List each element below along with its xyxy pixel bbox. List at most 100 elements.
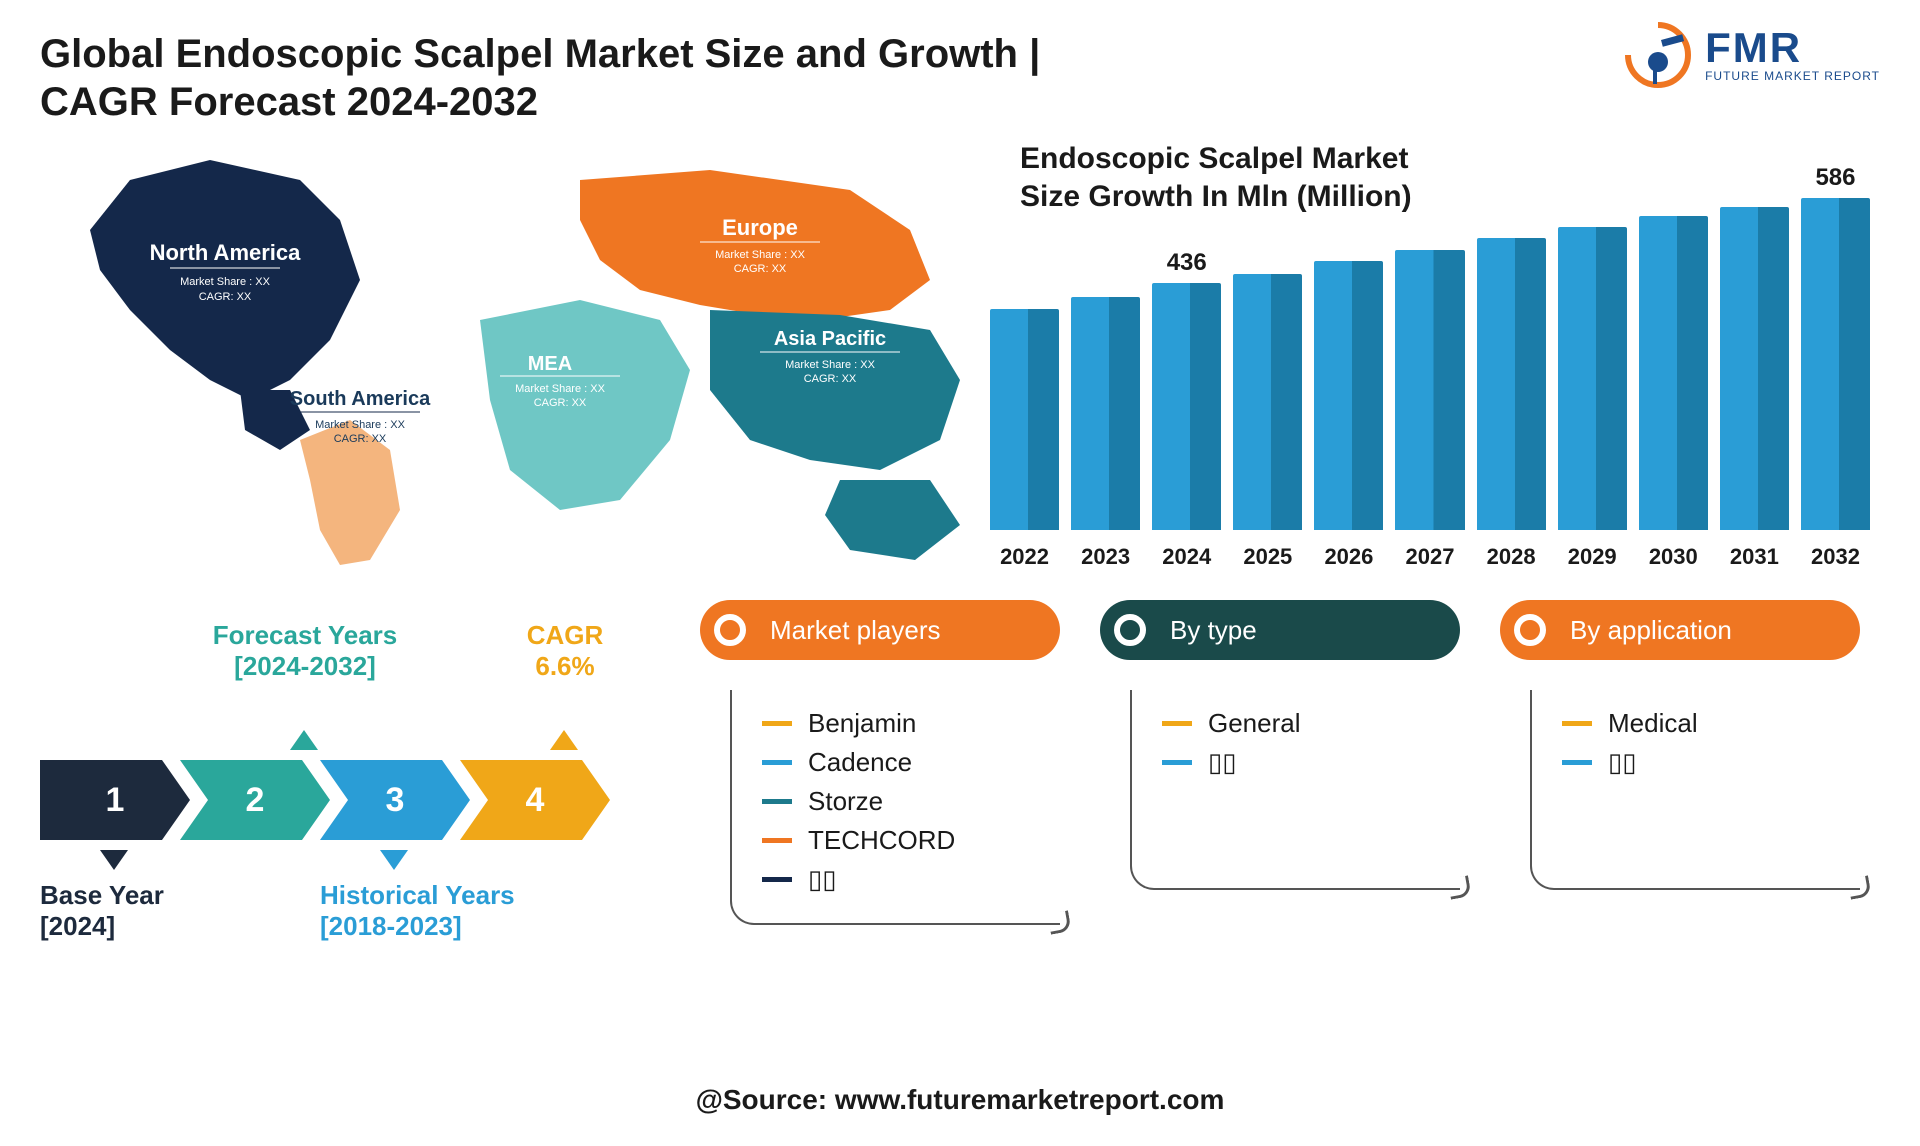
tl-cagr-label: CAGR 6.6%	[495, 620, 635, 682]
bar-2025	[1233, 274, 1302, 530]
bar-2026	[1314, 261, 1383, 530]
region-asia-pacific: Asia Pacific Market Share : XX CAGR: XX	[710, 310, 960, 560]
cat-item-text: ▯▯	[808, 864, 837, 895]
bar-2028	[1477, 238, 1546, 530]
dash-icon	[1562, 721, 1592, 726]
x-label-2022: 2022	[990, 544, 1059, 570]
bar-rect	[990, 309, 1059, 530]
tl-cagr-text: CAGR 6.6%	[527, 620, 604, 681]
cat-item-text: Cadence	[808, 747, 912, 778]
dash-icon	[762, 721, 792, 726]
bar-2030	[1639, 216, 1708, 531]
chart-bars: 436 586	[980, 170, 1880, 530]
bar-2031	[1720, 207, 1789, 530]
x-label-2025: 2025	[1233, 544, 1302, 570]
mea-share: Market Share : XX	[515, 383, 606, 395]
title-text: Global Endoscopic Scalpel Market Size an…	[40, 30, 1140, 126]
cat-players: Market players Benjamin Cadence Storze TECH…	[700, 600, 1060, 925]
mea-name: MEA	[528, 353, 572, 375]
cat-item-text: Medical	[1608, 708, 1698, 739]
tl-hist-arrow-icon	[380, 850, 408, 870]
x-label-2024: 2024	[1152, 544, 1221, 570]
tl-hist-text: Historical Years [2018-2023]	[320, 880, 515, 941]
cat-application: By application Medical ▯▯	[1500, 600, 1860, 890]
bar-chart: Endoscopic Scalpel Market Size Growth In…	[980, 140, 1880, 570]
world-map: North America Market Share : XX CAGR: XX…	[60, 140, 980, 570]
x-label-2032: 2032	[1801, 544, 1870, 570]
cat-item-text: TECHCORD	[808, 825, 955, 856]
na-name: North America	[150, 240, 302, 265]
telescope-icon	[1623, 20, 1693, 90]
chev-1: 1	[40, 760, 190, 840]
cat-item-text: Storze	[808, 786, 883, 817]
bar-2024: 436	[1152, 283, 1221, 530]
timeline: Forecast Years [2024-2032] CAGR 6.6% 1 2…	[40, 620, 660, 980]
pill-type: By type	[1100, 600, 1460, 660]
bar-rect	[1233, 274, 1302, 530]
bar-rect	[1558, 227, 1627, 530]
chevron-row: 1 2 3 4	[40, 760, 640, 840]
region-south-america: South America Market Share : XX CAGR: XX	[290, 388, 431, 565]
bar-value-label: 436	[1167, 249, 1207, 277]
fmr-logo: FMR FUTURE MARKET REPORT	[1623, 20, 1880, 90]
x-label-2026: 2026	[1314, 544, 1383, 570]
cat-item: ▯▯	[1562, 747, 1860, 778]
na-cagr: CAGR: XX	[199, 291, 252, 303]
eu-share: Market Share : XX	[715, 249, 806, 261]
pill-players: Market players	[700, 600, 1060, 660]
bar-rect	[1071, 297, 1140, 530]
dash-icon	[1562, 760, 1592, 765]
ap-name: Asia Pacific	[774, 328, 886, 350]
logo-fmr: FMR	[1705, 27, 1880, 69]
na-share: Market Share : XX	[180, 276, 271, 288]
cat-item-text: ▯▯	[1608, 747, 1637, 778]
cat-item-text: General	[1208, 708, 1301, 739]
list-players: Benjamin Cadence Storze TECHCORD ▯▯	[730, 690, 1060, 925]
tl-forecast-arrow-icon	[290, 730, 318, 750]
cat-item: General	[1162, 708, 1460, 739]
bar-2022	[990, 309, 1059, 530]
chev-2: 2	[180, 760, 330, 840]
x-label-2031: 2031	[1720, 544, 1789, 570]
bar-2023	[1071, 297, 1140, 530]
cat-item: Medical	[1562, 708, 1860, 739]
eu-name: Europe	[722, 215, 798, 240]
ap-share: Market Share : XX	[785, 359, 876, 371]
pill-application: By application	[1500, 600, 1860, 660]
bar-2027	[1395, 250, 1464, 531]
dash-icon	[1162, 721, 1192, 726]
bar-rect	[1477, 238, 1546, 530]
bar-rect	[1314, 261, 1383, 530]
bar-value-label: 586	[1815, 164, 1855, 192]
bar-rect	[1639, 216, 1708, 531]
dash-icon	[762, 760, 792, 765]
cat-item-text: ▯▯	[1208, 747, 1237, 778]
region-mea: MEA Market Share : XX CAGR: XX	[480, 300, 690, 510]
x-label-2023: 2023	[1071, 544, 1140, 570]
sa-cagr: CAGR: XX	[334, 433, 387, 445]
x-label-2027: 2027	[1395, 544, 1464, 570]
chev-4: 4	[460, 760, 610, 840]
tl-base-label: Base Year [2024]	[40, 880, 240, 942]
dash-icon	[762, 799, 792, 804]
tl-cagr-arrow-icon	[550, 730, 578, 750]
logo-text: FMR FUTURE MARKET REPORT	[1705, 27, 1880, 83]
x-label-2030: 2030	[1639, 544, 1708, 570]
region-europe: Europe Market Share : XX CAGR: XX	[580, 170, 930, 320]
cat-item: TECHCORD	[762, 825, 1060, 856]
source-text: @Source: www.futuremarketreport.com	[0, 1084, 1920, 1116]
bar-rect	[1720, 207, 1789, 530]
chart-x-axis: 2022202320242025202620272028202920302031…	[980, 544, 1880, 570]
sa-share: Market Share : XX	[315, 419, 406, 431]
cat-type: By type General ▯▯	[1100, 600, 1460, 890]
dash-icon	[1162, 760, 1192, 765]
tl-forecast-label: Forecast Years [2024-2032]	[190, 620, 420, 682]
bar-2029	[1558, 227, 1627, 530]
tl-base-text: Base Year [2024]	[40, 880, 164, 941]
tl-hist-label: Historical Years [2018-2023]	[320, 880, 580, 942]
dash-icon	[762, 838, 792, 843]
eu-cagr: CAGR: XX	[734, 263, 787, 275]
bar-2032: 586	[1801, 198, 1870, 530]
tl-base-arrow-icon	[100, 850, 128, 870]
cat-item: Benjamin	[762, 708, 1060, 739]
